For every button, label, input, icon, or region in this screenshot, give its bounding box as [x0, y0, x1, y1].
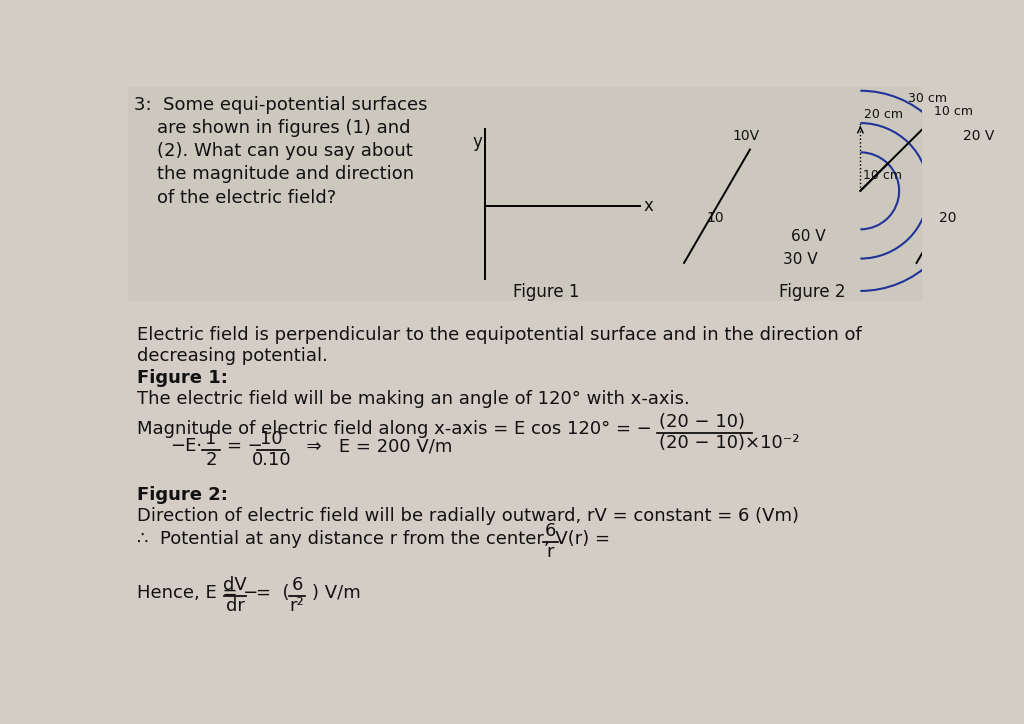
Text: Direction of electric field will be radially outward, rV = constant = 6 (Vm): Direction of electric field will be radi…	[137, 508, 800, 526]
Text: 60 V: 60 V	[791, 230, 825, 244]
Text: −E·: −E·	[171, 437, 203, 455]
Text: Magnitude of electric field along x-axis = E cos 120° = −: Magnitude of electric field along x-axis…	[137, 419, 652, 437]
Text: are shown in figures (1) and: are shown in figures (1) and	[134, 119, 411, 138]
Text: Figure 1:: Figure 1:	[137, 369, 228, 387]
Text: (20 − 10)×10⁻²: (20 − 10)×10⁻²	[658, 434, 800, 452]
Text: Figure 2:: Figure 2:	[137, 486, 228, 504]
Text: of the electric field?: of the electric field?	[134, 188, 337, 206]
Text: 10: 10	[260, 430, 283, 448]
Text: 20 V: 20 V	[963, 130, 994, 143]
Text: 6: 6	[291, 576, 303, 594]
Text: 10V: 10V	[732, 130, 760, 143]
Text: r²: r²	[290, 597, 304, 615]
Text: x: x	[643, 197, 653, 215]
Text: dr: dr	[225, 597, 245, 615]
Text: 0.10: 0.10	[252, 451, 291, 469]
Text: 2: 2	[205, 451, 217, 469]
Text: The electric field will be making an angle of 120° with x-axis.: The electric field will be making an ang…	[137, 390, 690, 408]
Text: 10: 10	[707, 211, 724, 225]
Text: (2). What can you say about: (2). What can you say about	[134, 143, 413, 160]
Text: 3:  Some equi-potential surfaces: 3: Some equi-potential surfaces	[134, 96, 428, 114]
Text: ) V/m: ) V/m	[312, 584, 361, 602]
Text: (20 − 10): (20 − 10)	[658, 413, 744, 431]
Text: ∴  Potential at any distance r from the center, V(r) =: ∴ Potential at any distance r from the c…	[137, 530, 610, 547]
Text: 30 cm: 30 cm	[908, 92, 947, 105]
Text: = −: = −	[227, 437, 263, 455]
Text: 30 V: 30 V	[783, 253, 817, 267]
Text: Figure 2: Figure 2	[779, 283, 846, 301]
Text: =  (: = (	[256, 584, 290, 602]
Text: r: r	[547, 544, 554, 562]
Text: 1: 1	[205, 430, 217, 448]
Text: Hence, E = −: Hence, E = −	[137, 584, 259, 602]
Text: 10 cm: 10 cm	[934, 105, 973, 118]
Text: Figure 1: Figure 1	[513, 283, 580, 301]
Text: 20 cm: 20 cm	[864, 108, 903, 121]
Text: 10 cm: 10 cm	[863, 169, 902, 182]
Text: y: y	[472, 133, 482, 151]
Text: 6: 6	[545, 523, 556, 540]
Text: dV: dV	[223, 576, 247, 594]
Text: 20: 20	[939, 211, 956, 225]
Text: the magnitude and direction: the magnitude and direction	[134, 165, 415, 183]
Bar	[128, 87, 922, 301]
Text: ⇒   E = 200 V/m: ⇒ E = 200 V/m	[295, 437, 452, 455]
Text: Electric field is perpendicular to the equipotential surface and in the directio: Electric field is perpendicular to the e…	[137, 326, 862, 344]
Text: decreasing potential.: decreasing potential.	[137, 347, 328, 365]
